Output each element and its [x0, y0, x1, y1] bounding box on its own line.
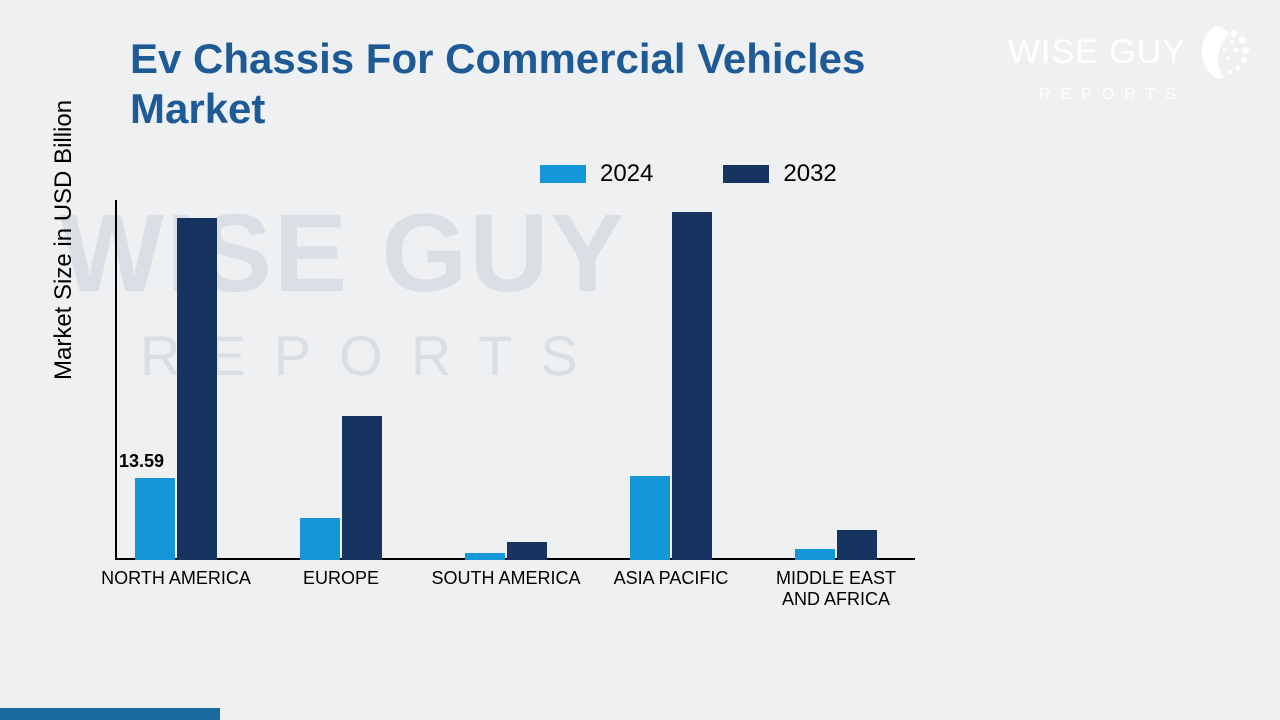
brand-main: WISE GUY — [1008, 33, 1186, 72]
x-category-label: NORTH AMERICA — [101, 560, 251, 589]
legend-label-2032: 2032 — [783, 160, 836, 188]
bar-2032 — [672, 212, 712, 560]
bar-2032 — [837, 530, 877, 560]
bar-2024 — [465, 553, 505, 560]
bar-2032 — [507, 542, 547, 560]
report-canvas: WISE GUY REPORTS Ev Chassis For Commerci… — [0, 0, 1280, 720]
grouped-bar-chart: NORTH AMERICA13.59EUROPESOUTH AMERICAASI… — [115, 200, 915, 560]
brand-head-icon — [1194, 20, 1258, 84]
bar-2024 — [300, 518, 340, 560]
x-category-label: SOUTH AMERICA — [431, 560, 581, 589]
chart-legend: 2024 2032 — [540, 160, 837, 188]
y-axis-label: Market Size in USD Billion — [50, 100, 78, 380]
bar-2032 — [177, 218, 217, 560]
legend-item-2032: 2032 — [723, 160, 836, 188]
brand-sub: REPORTS — [1008, 86, 1186, 104]
legend-item-2024: 2024 — [540, 160, 653, 188]
legend-label-2024: 2024 — [600, 160, 653, 188]
bar-2024 — [630, 476, 670, 560]
bar-2032 — [342, 416, 382, 560]
legend-swatch-2032 — [723, 165, 769, 183]
page-title: Ev Chassis For Commercial Vehicles Marke… — [130, 34, 890, 135]
bar-value-label: 13.59 — [119, 451, 164, 472]
bottom-accent-tab — [0, 708, 220, 720]
legend-swatch-2024 — [540, 165, 586, 183]
bar-2024 — [795, 549, 835, 560]
x-category-label: MIDDLE EAST AND AFRICA — [761, 560, 911, 609]
x-category-label: EUROPE — [266, 560, 416, 589]
bar-2024 — [135, 478, 175, 560]
x-category-label: ASIA PACIFIC — [596, 560, 746, 589]
y-axis-line — [115, 200, 117, 560]
brand-block: WISE GUY REPORTS — [1008, 20, 1258, 104]
